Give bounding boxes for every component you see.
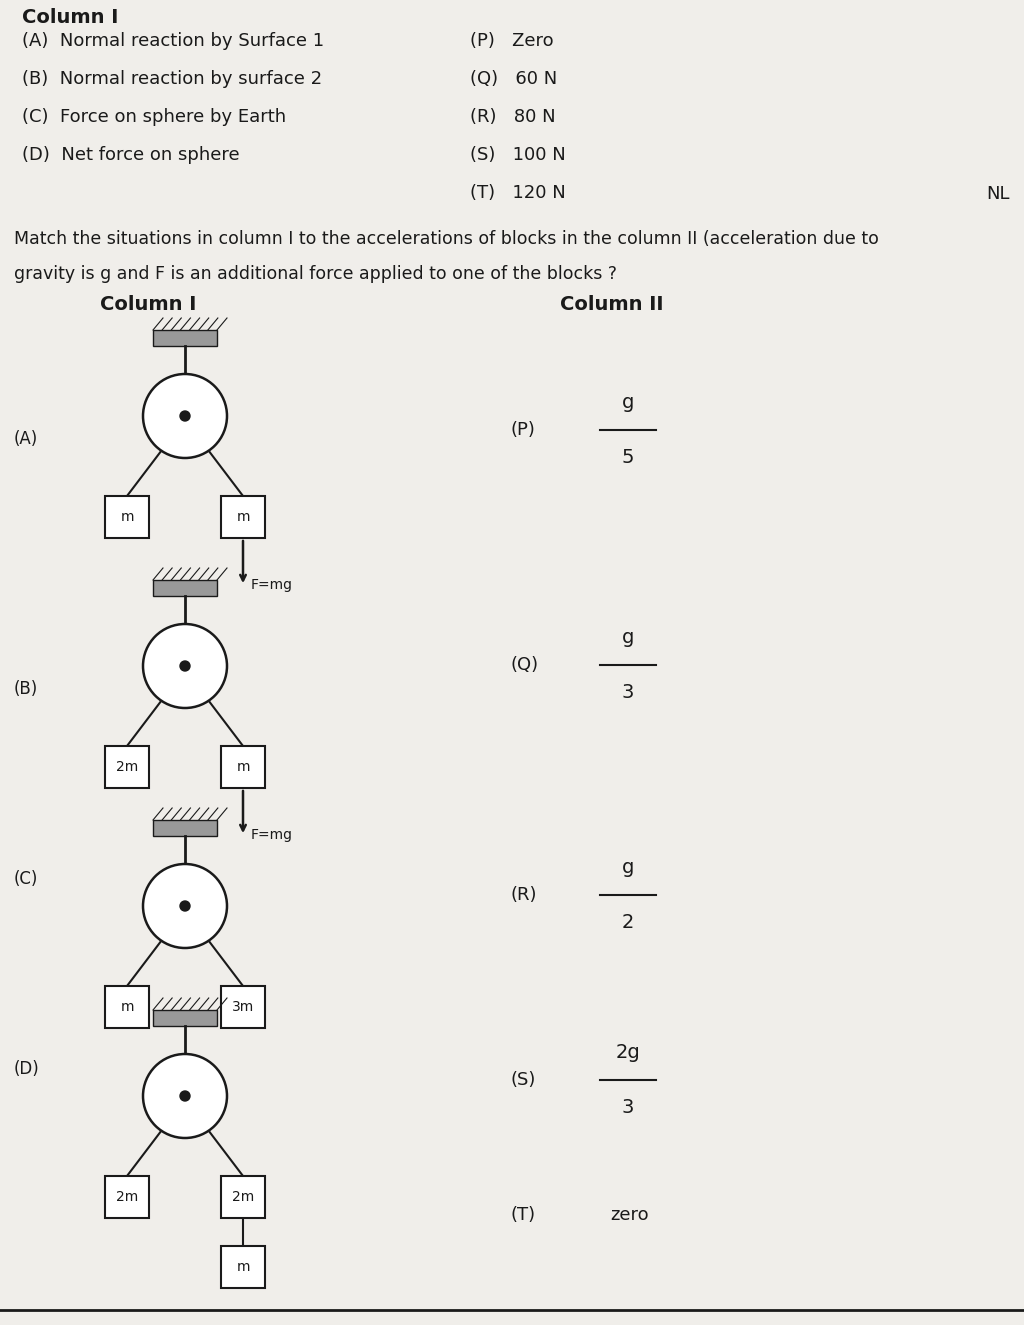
Text: 5: 5 (622, 448, 634, 466)
Bar (153, 820, 217, 836)
Text: (D): (D) (14, 1060, 40, 1079)
Circle shape (180, 901, 190, 912)
Text: (Q)   60 N: (Q) 60 N (470, 70, 557, 87)
Text: m: m (237, 510, 250, 523)
Text: (S)   100 N: (S) 100 N (470, 146, 565, 164)
Text: 3: 3 (622, 1098, 634, 1117)
Bar (105, 746, 150, 788)
Circle shape (143, 374, 227, 458)
Bar (153, 580, 217, 596)
Text: F=mg: F=mg (251, 578, 293, 592)
Text: (R)   80 N: (R) 80 N (470, 109, 556, 126)
Text: Column I: Column I (22, 8, 119, 26)
Text: (R): (R) (510, 886, 537, 904)
Circle shape (180, 1090, 190, 1101)
Text: Column II: Column II (560, 295, 664, 314)
Text: Match the situations in column I to the accelerations of blocks in the column II: Match the situations in column I to the … (14, 231, 879, 248)
Bar (221, 986, 265, 1028)
Text: (P)   Zero: (P) Zero (470, 32, 554, 50)
Text: (C)  Force on sphere by Earth: (C) Force on sphere by Earth (22, 109, 286, 126)
Bar (221, 1177, 265, 1218)
Text: (P): (P) (510, 421, 535, 439)
Bar (105, 496, 150, 538)
Bar (221, 746, 265, 788)
Circle shape (180, 411, 190, 421)
Text: (A)  Normal reaction by Surface 1: (A) Normal reaction by Surface 1 (22, 32, 325, 50)
Text: 2m: 2m (116, 761, 138, 774)
Text: gravity is g and F is an additional force applied to one of the blocks ?: gravity is g and F is an additional forc… (14, 265, 617, 284)
Text: m: m (237, 761, 250, 774)
Text: 2: 2 (622, 913, 634, 931)
Bar (153, 1010, 217, 1026)
Bar (221, 1246, 265, 1288)
Bar (221, 496, 265, 538)
Text: (T): (T) (510, 1206, 536, 1224)
Circle shape (143, 864, 227, 947)
Circle shape (143, 1053, 227, 1138)
Bar (105, 1177, 150, 1218)
Text: (B): (B) (14, 680, 38, 698)
Text: Column I: Column I (100, 295, 197, 314)
Text: 3m: 3m (231, 1000, 254, 1014)
Text: (D)  Net force on sphere: (D) Net force on sphere (22, 146, 240, 164)
Text: 3: 3 (622, 682, 634, 702)
Text: (C): (C) (14, 871, 38, 888)
Circle shape (180, 661, 190, 670)
Text: m: m (237, 1260, 250, 1275)
Text: g: g (622, 628, 634, 647)
Text: 2g: 2g (615, 1043, 640, 1063)
Text: zero: zero (610, 1206, 648, 1224)
Circle shape (143, 624, 227, 708)
Text: g: g (622, 859, 634, 877)
Text: (B)  Normal reaction by surface 2: (B) Normal reaction by surface 2 (22, 70, 323, 87)
Text: 2m: 2m (116, 1190, 138, 1204)
Text: (A): (A) (14, 431, 38, 448)
Text: F=mg: F=mg (251, 828, 293, 841)
Bar (105, 986, 150, 1028)
Text: NL: NL (986, 186, 1010, 203)
Text: (S): (S) (510, 1071, 536, 1089)
Text: m: m (120, 510, 134, 523)
Text: (T)   120 N: (T) 120 N (470, 184, 565, 201)
Bar (153, 330, 217, 346)
Text: g: g (622, 394, 634, 412)
Text: (Q): (Q) (510, 656, 539, 674)
Text: 2m: 2m (231, 1190, 254, 1204)
Text: m: m (120, 1000, 134, 1014)
